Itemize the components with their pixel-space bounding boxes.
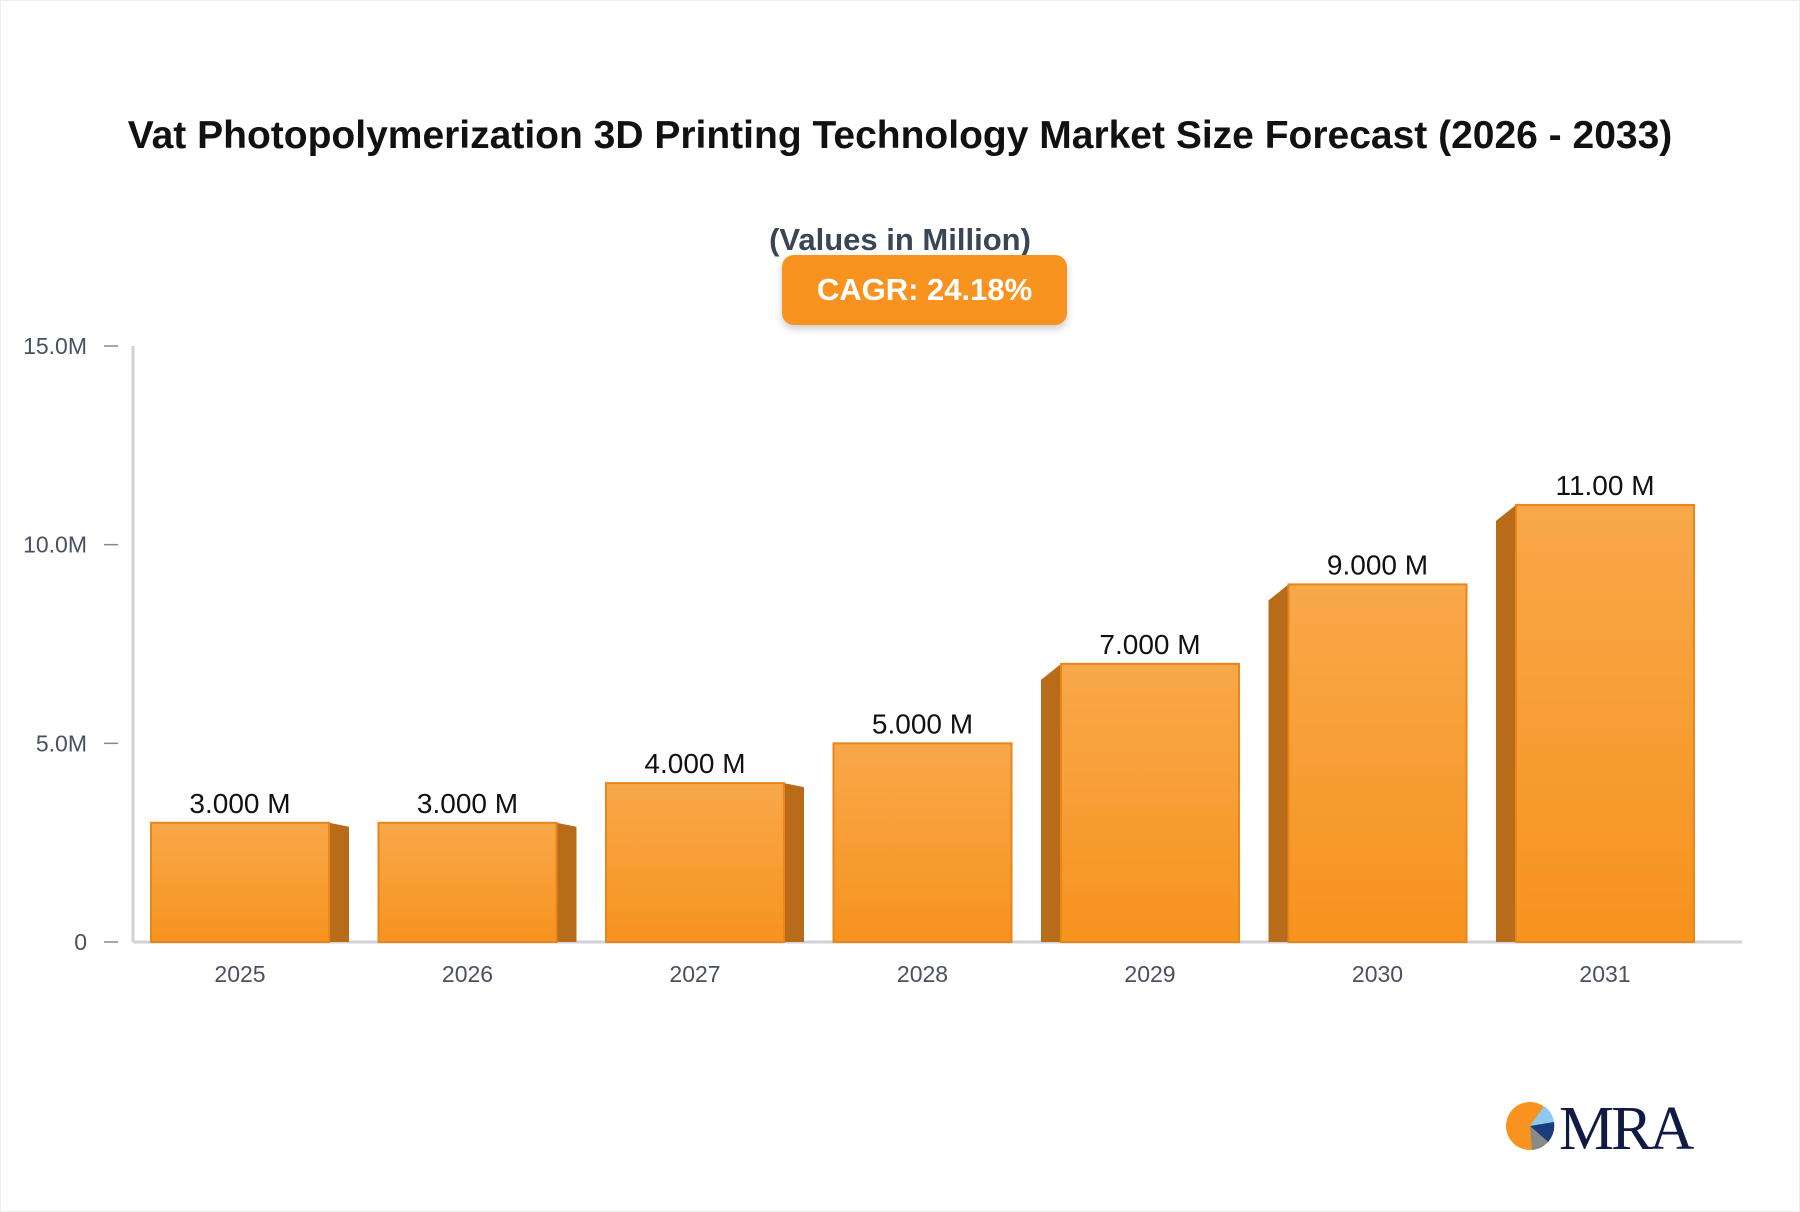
chart-subtitle: (Values in Million)	[769, 222, 1031, 257]
mra-logo: MRA	[1504, 1095, 1694, 1163]
y-tick-label: 5.0M	[36, 730, 87, 756]
bar-2026	[377, 821, 558, 943]
data-label: 7.000 M	[1099, 629, 1200, 660]
logo-text: MRA	[1559, 1095, 1694, 1163]
bar-side	[1268, 584, 1289, 942]
logo-pie-icon	[1506, 1102, 1555, 1150]
bar-side	[1496, 504, 1516, 942]
x-tick-label: 2031	[1579, 961, 1630, 987]
chart-title: Vat Photopolymerization 3D Printing Tech…	[127, 114, 1673, 157]
bar-side	[1041, 663, 1061, 942]
bar-2027	[605, 782, 785, 943]
data-label: 11.00 M	[1555, 470, 1654, 501]
x-tick-label: 2029	[1124, 961, 1175, 987]
data-label: 9.000 M	[1327, 549, 1428, 580]
data-label: 4.000 M	[644, 748, 745, 779]
bar-2028	[832, 742, 1013, 943]
bar-side	[556, 822, 577, 942]
x-tick-label: 2028	[897, 961, 948, 987]
bar-2025	[150, 821, 330, 943]
bar-side	[784, 783, 804, 942]
data-label: 5.000 M	[872, 708, 973, 739]
data-label: 3.000 M	[417, 788, 518, 819]
y-tick-label: 10.0M	[23, 532, 87, 558]
cagr-badge: CAGR: 24.18%	[782, 255, 1067, 325]
x-tick-label: 2026	[442, 961, 493, 987]
bar-side	[329, 822, 349, 942]
y-tick-label: 15.0M	[23, 333, 87, 359]
x-tick-label: 2025	[214, 961, 265, 987]
bar-2031	[1515, 503, 1695, 943]
bar-2029	[1060, 662, 1240, 943]
x-tick-label: 2027	[669, 961, 720, 987]
data-label: 3.000 M	[189, 788, 290, 819]
x-tick-label: 2030	[1352, 961, 1403, 987]
y-tick-label: 0	[74, 929, 87, 955]
bar-2030	[1287, 583, 1468, 944]
